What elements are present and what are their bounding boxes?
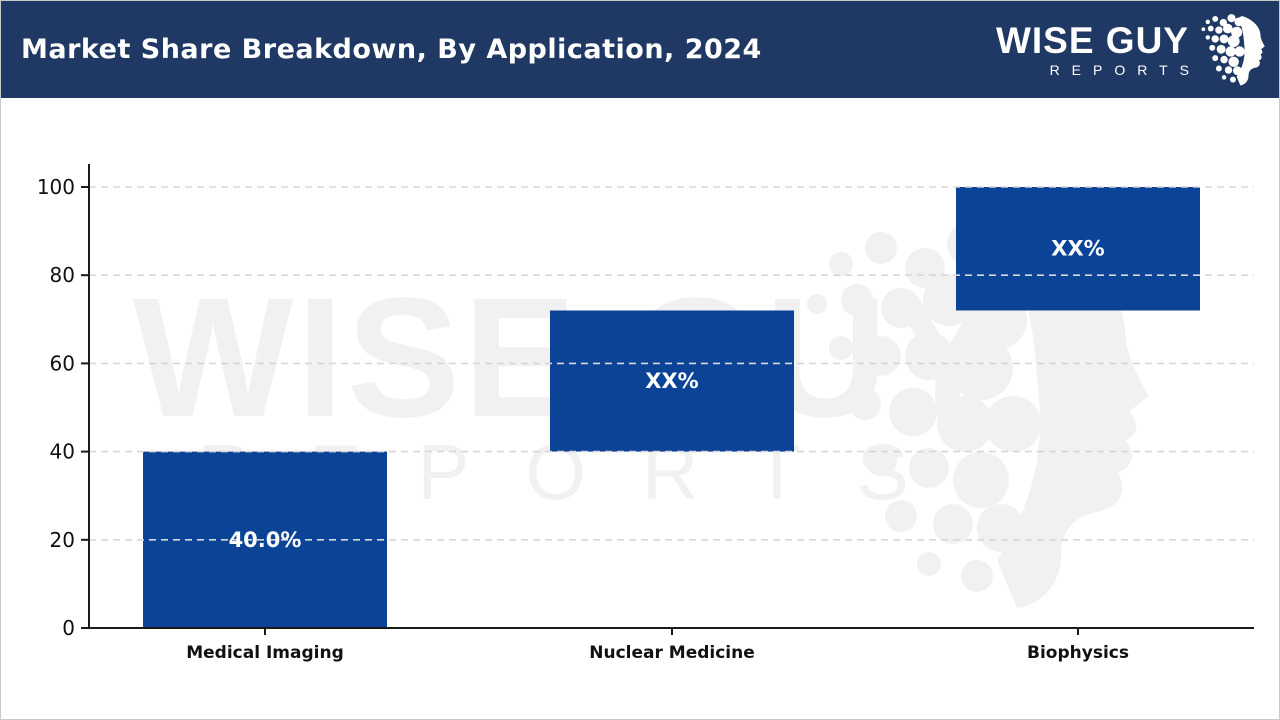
y-tick-label-20: 20 (50, 528, 75, 552)
bar-segment-2 (550, 310, 794, 452)
wiseguy-logo: WISE GUY REPORTS (996, 9, 1267, 91)
page-title: Market Share Breakdown, By Application, … (21, 34, 762, 65)
bar-value-label-3: XX% (1051, 237, 1104, 261)
bar-segment-3 (956, 187, 1200, 311)
logo-subtext: REPORTS (1049, 62, 1201, 78)
y-tick-label-40: 40 (50, 440, 75, 464)
bar-value-label-1: 40.0% (229, 528, 302, 552)
x-category-label-2: Nuclear Medicine (589, 643, 755, 663)
logo-wordmark: WISE GUY (995, 20, 1189, 61)
y-tick-label-80: 80 (50, 263, 75, 287)
x-category-label-1: Medical Imaging (186, 643, 344, 663)
y-tick-label-0: 0 (62, 616, 75, 640)
y-tick-label-100: 100 (37, 175, 75, 199)
bar-value-label-2: XX% (645, 369, 698, 393)
header-bar: Market Share Breakdown, By Application, … (1, 1, 1279, 98)
x-category-label-3: Biophysics (1027, 643, 1129, 663)
y-tick-label-60: 60 (50, 351, 75, 375)
